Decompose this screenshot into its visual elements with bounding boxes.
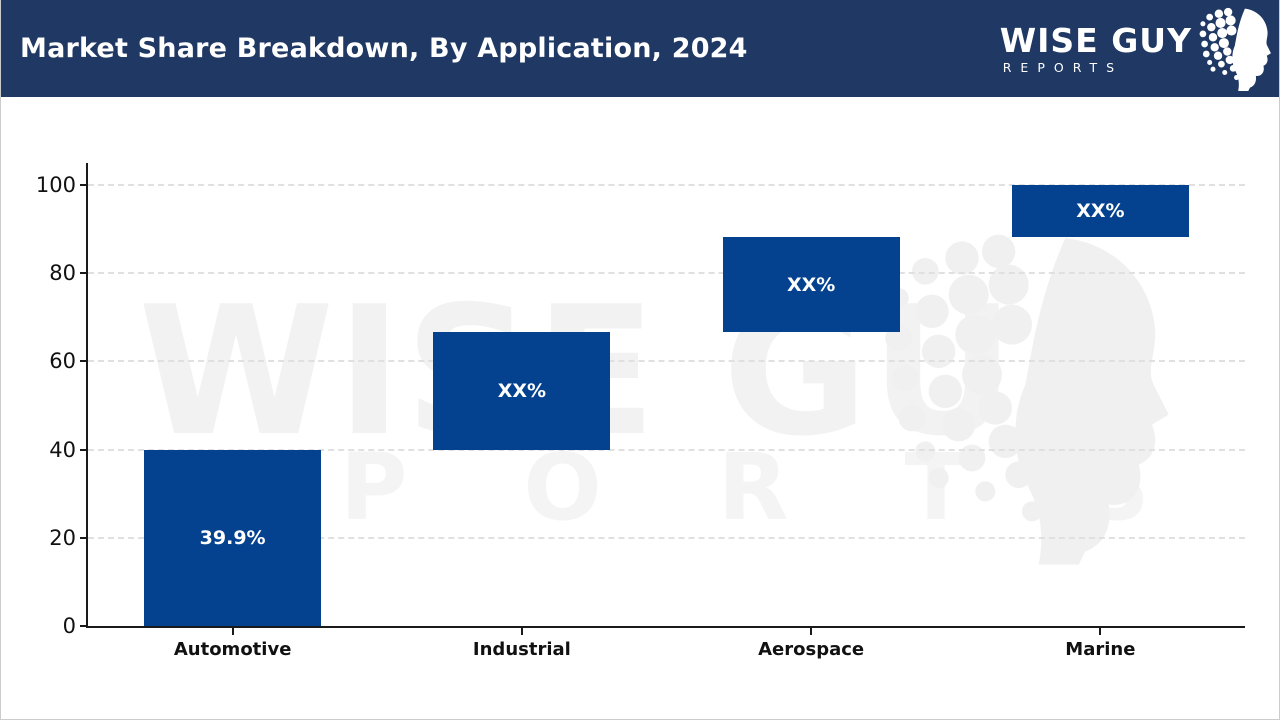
y-tick-mark bbox=[80, 360, 88, 363]
axis-spine-bottom bbox=[86, 626, 1245, 628]
logo-wordmark-line2: REPORTS bbox=[1002, 59, 1124, 75]
head-icon bbox=[1196, 7, 1272, 91]
bar-industrial: XX% bbox=[433, 332, 611, 451]
logo-wordmark-line1: WISE GUY bbox=[999, 20, 1192, 60]
bar-value-label: XX% bbox=[497, 380, 547, 403]
y-tick-label: 60 bbox=[49, 349, 76, 374]
gridline-y100 bbox=[88, 184, 1245, 186]
x-tick-mark bbox=[231, 628, 234, 635]
axis-spine-left bbox=[86, 163, 88, 628]
gridline-y60 bbox=[88, 360, 1245, 363]
y-tick-label: 80 bbox=[49, 261, 76, 286]
bar-marine: XX% bbox=[1011, 185, 1189, 238]
gridline-y80 bbox=[88, 272, 1245, 275]
y-tick-label: 40 bbox=[49, 437, 76, 462]
x-tick-mark bbox=[810, 628, 813, 635]
y-tick-mark bbox=[80, 272, 88, 275]
y-tick-label: 0 bbox=[62, 614, 76, 638]
bar-value-label: 39.9% bbox=[199, 527, 266, 549]
x-tick-label: Automotive bbox=[173, 639, 292, 660]
bar-value-label: XX% bbox=[786, 273, 836, 296]
x-tick-label: Marine bbox=[1065, 639, 1136, 660]
x-tick-mark bbox=[1099, 628, 1102, 635]
y-tick-mark bbox=[80, 448, 88, 451]
gridline-y40 bbox=[88, 448, 1245, 451]
y-tick-label: 100 bbox=[35, 173, 76, 197]
bar-value-label: XX% bbox=[1076, 200, 1125, 223]
x-tick-label: Aerospace bbox=[758, 639, 865, 660]
gridline-y20 bbox=[88, 536, 1245, 539]
y-tick-mark bbox=[80, 625, 88, 627]
y-tick-label: 20 bbox=[49, 525, 76, 550]
page-title: Market Share Breakdown, By Application, … bbox=[20, 33, 748, 64]
wise-guy-logo: WISE GUY REPORTS bbox=[1000, 4, 1272, 94]
x-tick-label: Industrial bbox=[472, 639, 571, 660]
x-tick-mark bbox=[520, 628, 523, 635]
header-bar: Market Share Breakdown, By Application, … bbox=[0, 0, 1280, 97]
y-tick-mark bbox=[80, 536, 88, 539]
bar-aerospace: XX% bbox=[722, 237, 900, 333]
y-tick-mark bbox=[80, 184, 88, 186]
bar-automotive: 39.9% bbox=[144, 450, 322, 626]
logo-wordmark: WISE GUY REPORTS bbox=[1000, 24, 1192, 75]
